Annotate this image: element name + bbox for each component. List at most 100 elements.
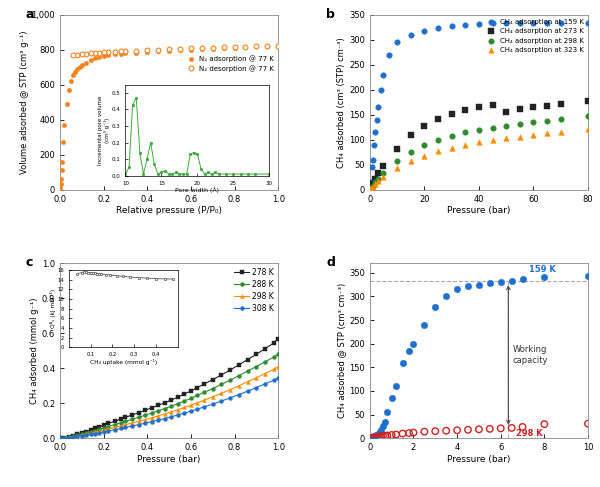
N₂ adsorption @ 77 K bbox=[65, 87, 73, 93]
Point bbox=[387, 431, 397, 439]
298 K bbox=[65, 434, 73, 440]
278 K bbox=[161, 400, 169, 406]
308 K bbox=[209, 401, 217, 407]
CH₄ adsorption at 323 K bbox=[583, 125, 593, 132]
288 K bbox=[235, 373, 242, 378]
308 K bbox=[218, 398, 225, 404]
278 K bbox=[61, 435, 68, 441]
308 K bbox=[167, 414, 175, 420]
N₂ desorption @ 77 K bbox=[242, 44, 249, 50]
Line: N₂ desorption @ 77 K: N₂ desorption @ 77 K bbox=[71, 43, 281, 57]
298 K bbox=[87, 431, 94, 436]
CH₄ adsorption at 298 K bbox=[370, 178, 380, 186]
298 K bbox=[104, 426, 112, 432]
Y-axis label: CH₄ adsorbed (mmol g⁻¹): CH₄ adsorbed (mmol g⁻¹) bbox=[30, 298, 39, 404]
278 K bbox=[128, 412, 136, 418]
N₂ desorption @ 77 K bbox=[231, 44, 238, 50]
Point bbox=[378, 432, 388, 440]
Point bbox=[496, 278, 506, 286]
278 K bbox=[244, 356, 251, 362]
N₂ adsorption @ 77 K bbox=[100, 53, 107, 59]
N₂ desorption @ 77 K bbox=[70, 52, 77, 58]
CH₄ adsorption at 159 K bbox=[488, 19, 497, 27]
N₂ adsorption @ 77 K bbox=[166, 48, 173, 54]
288 K bbox=[65, 434, 73, 440]
CH₄ adsorption at 159 K bbox=[447, 22, 457, 30]
298 K bbox=[218, 391, 225, 396]
288 K bbox=[142, 412, 149, 418]
Point bbox=[382, 431, 392, 439]
X-axis label: Relative pressure (P/P₀): Relative pressure (P/P₀) bbox=[116, 206, 222, 215]
298 K bbox=[194, 400, 201, 406]
288 K bbox=[135, 414, 142, 420]
N₂ desorption @ 77 K bbox=[83, 51, 90, 57]
288 K bbox=[200, 390, 208, 395]
Point bbox=[367, 434, 377, 442]
Y-axis label: CH₄ adsorbed @ STP (cm³ cm⁻³): CH₄ adsorbed @ STP (cm³ cm⁻³) bbox=[337, 283, 346, 418]
Point bbox=[518, 423, 527, 431]
288 K bbox=[56, 435, 64, 441]
CH₄ adsorption at 323 K bbox=[556, 128, 566, 135]
288 K bbox=[253, 364, 260, 370]
CH₄ adsorption at 298 K bbox=[392, 157, 402, 165]
CH₄ adsorption at 298 K bbox=[447, 132, 457, 140]
N₂ desorption @ 77 K bbox=[198, 45, 205, 51]
CH₄ adsorption at 273 K bbox=[379, 162, 388, 169]
Legend: 278 K, 288 K, 298 K, 308 K: 278 K, 288 K, 298 K, 308 K bbox=[233, 267, 274, 314]
Point bbox=[374, 433, 383, 441]
298 K bbox=[78, 432, 85, 438]
CH₄ adsorption at 159 K bbox=[369, 141, 379, 149]
N₂ desorption @ 77 K bbox=[166, 46, 173, 52]
CH₄ adsorption at 159 K bbox=[502, 19, 511, 26]
288 K bbox=[70, 433, 77, 439]
CH₄ adsorption at 298 K bbox=[419, 141, 429, 149]
308 K bbox=[56, 435, 64, 441]
288 K bbox=[111, 422, 118, 428]
288 K bbox=[155, 408, 162, 414]
308 K bbox=[91, 431, 98, 436]
308 K bbox=[128, 423, 136, 429]
298 K bbox=[111, 425, 118, 431]
CH₄ adsorption at 298 K bbox=[406, 148, 416, 156]
Line: 288 K: 288 K bbox=[58, 352, 280, 440]
N₂ adsorption @ 77 K bbox=[155, 48, 162, 54]
N₂ adsorption @ 77 K bbox=[253, 43, 260, 49]
Point bbox=[518, 276, 527, 283]
298 K bbox=[227, 387, 234, 393]
CH₄ adsorption at 298 K bbox=[529, 118, 538, 126]
CH₄ adsorption at 273 K bbox=[368, 180, 377, 187]
CH₄ adsorption at 273 K bbox=[419, 122, 429, 130]
308 K bbox=[78, 433, 85, 439]
Point bbox=[419, 428, 429, 435]
CH₄ adsorption at 273 K bbox=[447, 110, 457, 117]
288 K bbox=[148, 410, 155, 416]
N₂ desorption @ 77 K bbox=[187, 45, 194, 51]
Point bbox=[380, 418, 390, 426]
278 K bbox=[181, 391, 188, 397]
Point bbox=[463, 282, 473, 290]
CH₄ adsorption at 298 K bbox=[488, 124, 497, 131]
CH₄ adsorption at 273 K bbox=[373, 169, 383, 177]
308 K bbox=[83, 432, 90, 438]
N₂ desorption @ 77 K bbox=[209, 45, 217, 51]
Text: b: b bbox=[326, 8, 335, 20]
308 K bbox=[100, 429, 107, 435]
Point bbox=[496, 425, 506, 432]
CH₄ adsorption at 159 K bbox=[372, 116, 382, 124]
288 K bbox=[83, 431, 90, 436]
Point bbox=[442, 293, 451, 300]
CH₄ adsorption at 298 K bbox=[502, 122, 511, 130]
278 K bbox=[275, 336, 282, 341]
N₂ desorption @ 77 K bbox=[155, 47, 162, 53]
288 K bbox=[174, 401, 181, 407]
N₂ adsorption @ 77 K bbox=[104, 52, 112, 58]
CH₄ adsorption at 273 K bbox=[515, 105, 524, 112]
Point bbox=[391, 382, 401, 390]
Point bbox=[583, 420, 593, 428]
Point bbox=[367, 433, 377, 441]
CH₄ adsorption at 159 K bbox=[373, 103, 383, 111]
278 K bbox=[135, 410, 142, 416]
X-axis label: Pressure (bar): Pressure (bar) bbox=[447, 206, 511, 215]
288 K bbox=[209, 386, 217, 392]
288 K bbox=[87, 429, 94, 435]
